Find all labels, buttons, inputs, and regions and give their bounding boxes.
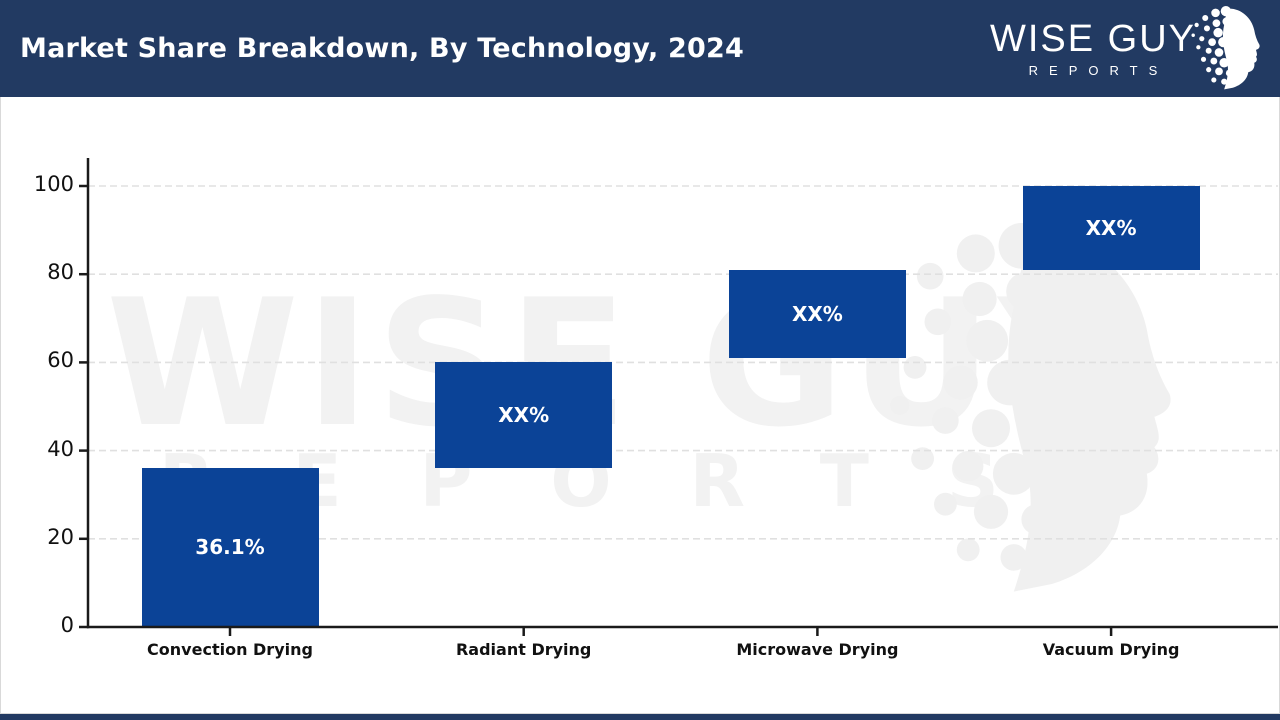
- footer-accent-bar: [0, 714, 1280, 720]
- logo-brand-name: WISE GUY: [989, 18, 1196, 60]
- header: Market Share Breakdown, By Technology, 2…: [0, 0, 1280, 97]
- logo-brand-subtitle: REPORTS: [1028, 63, 1169, 78]
- page-title: Market Share Breakdown, By Technology, 2…: [20, 33, 745, 64]
- watermark-head-icon: [869, 223, 1171, 592]
- plot-area: WISE GUY REPORTS: [0, 97, 1280, 714]
- wiseguy-logo: WISE GUY REPORTS: [990, 5, 1262, 92]
- wiseguy-logo-text: WISE GUY REPORTS: [990, 20, 1196, 77]
- wiseguy-head-icon: [1191, 5, 1260, 89]
